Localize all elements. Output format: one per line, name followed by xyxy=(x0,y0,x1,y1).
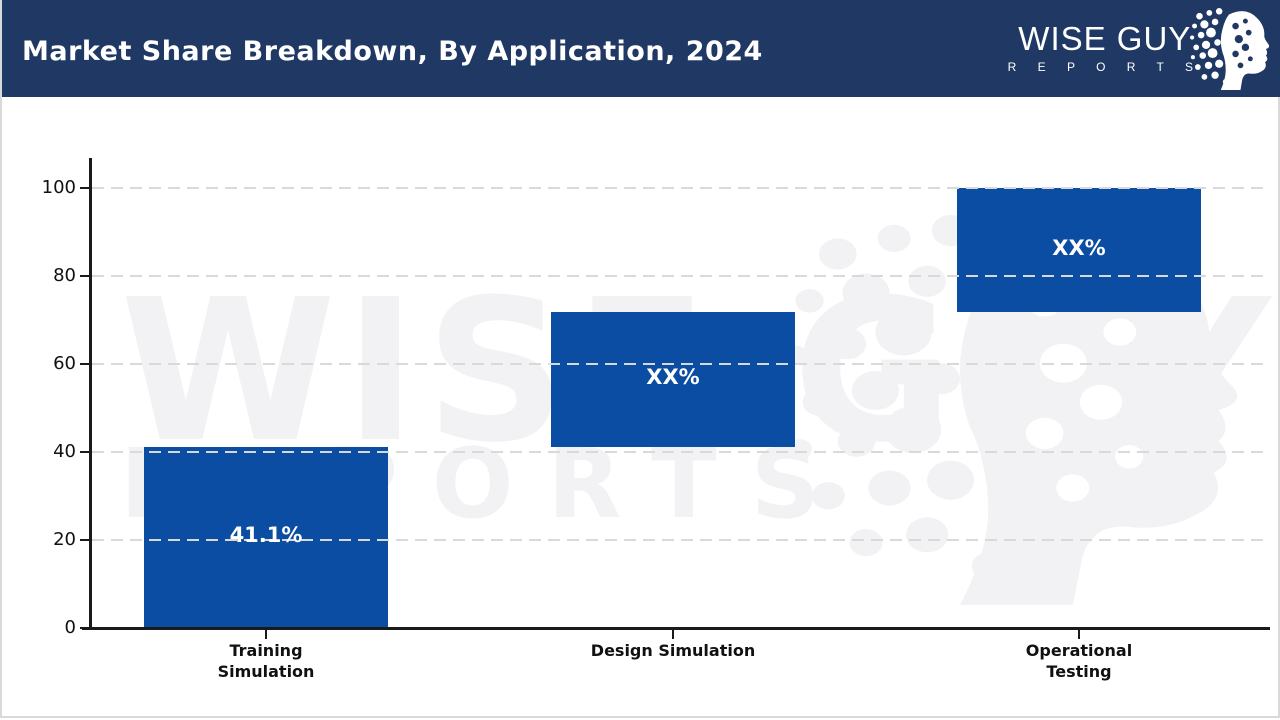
gridline xyxy=(92,362,1270,365)
chart-title: Market Share Breakdown, By Application, … xyxy=(22,36,763,67)
y-tick-mark xyxy=(80,274,89,277)
x-tick-mark xyxy=(1078,630,1080,639)
brand-name: WISE GUY xyxy=(1018,20,1192,57)
y-tick-label: 100 xyxy=(41,176,76,198)
gridline xyxy=(92,274,1270,277)
x-tick-mark xyxy=(672,630,674,639)
y-tick-label: 0 xyxy=(64,616,76,638)
bar xyxy=(551,311,795,447)
gridline xyxy=(92,186,1270,189)
x-category-label: Design Simulation xyxy=(590,641,756,660)
y-tick-mark xyxy=(80,450,89,453)
header-banner: Market Share Breakdown, By Application, … xyxy=(2,0,1280,97)
brand-head-icon xyxy=(1190,8,1270,90)
brand-logo-text: WISE GUY R E P O R T S xyxy=(1008,20,1202,74)
x-tick-mark xyxy=(265,630,267,639)
brand-logo: WISE GUY R E P O R T S xyxy=(1008,6,1270,92)
y-tick-mark xyxy=(80,538,89,541)
gridline xyxy=(92,538,1270,541)
y-tick-mark xyxy=(80,626,89,629)
y-tick-label: 20 xyxy=(53,528,76,550)
y-tick-label: 40 xyxy=(53,440,76,462)
bar xyxy=(144,446,388,628)
bar-value-label: 41.1% xyxy=(229,523,303,548)
x-axis-line xyxy=(82,627,1270,630)
x-category-label: Training Simulation xyxy=(217,641,315,681)
y-tick-label: 60 xyxy=(53,352,76,374)
y-tick-label: 80 xyxy=(53,264,76,286)
brand-subtitle: R E P O R T S xyxy=(1007,60,1202,74)
x-category-label: Operational Testing xyxy=(1025,641,1133,681)
y-tick-mark xyxy=(80,186,89,189)
y-tick-mark xyxy=(80,362,89,365)
gridline xyxy=(92,450,1270,453)
y-axis-line xyxy=(89,158,92,630)
bar-value-label: XX% xyxy=(646,365,700,390)
